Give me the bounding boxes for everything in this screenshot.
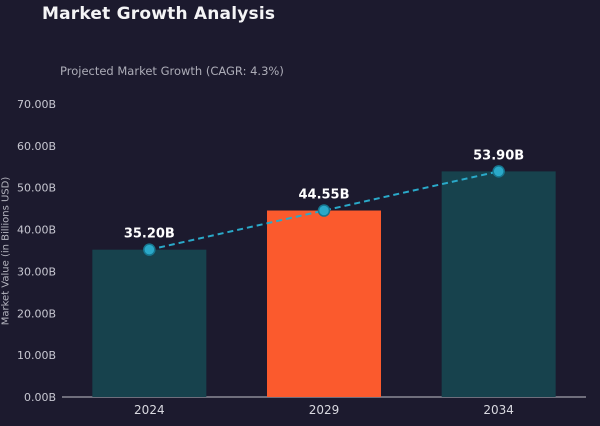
chart-title: Market Growth Analysis [42, 4, 276, 24]
bar-value-label: 53.90B [473, 148, 524, 163]
trend-marker [492, 165, 505, 178]
chart-subtitle: Projected Market Growth (CAGR: 4.3%) [60, 64, 284, 78]
bar-value-label: 35.20B [124, 227, 175, 242]
y-tick-label: 30.00B [17, 265, 56, 278]
bar-value-label: 44.55B [298, 188, 349, 203]
y-tick-label: 60.00B [17, 140, 56, 153]
trend-marker [317, 204, 331, 217]
trend-marker [143, 243, 156, 256]
x-tick-label: 2034 [483, 403, 514, 417]
x-tick-label: 2029 [309, 403, 340, 417]
y-tick-label: 0.00B [24, 391, 56, 404]
y-tick-label: 20.00B [17, 307, 56, 320]
y-tick-label: 70.00B [17, 98, 56, 111]
bar-2024 [92, 249, 207, 397]
bar-2034 [441, 171, 556, 397]
x-tick-label: 2024 [134, 403, 165, 417]
y-tick-label: 10.00B [17, 349, 56, 362]
y-tick-label: 50.00B [17, 182, 56, 195]
y-tick-label: 40.00B [17, 224, 56, 237]
bar-2029 [267, 210, 381, 397]
